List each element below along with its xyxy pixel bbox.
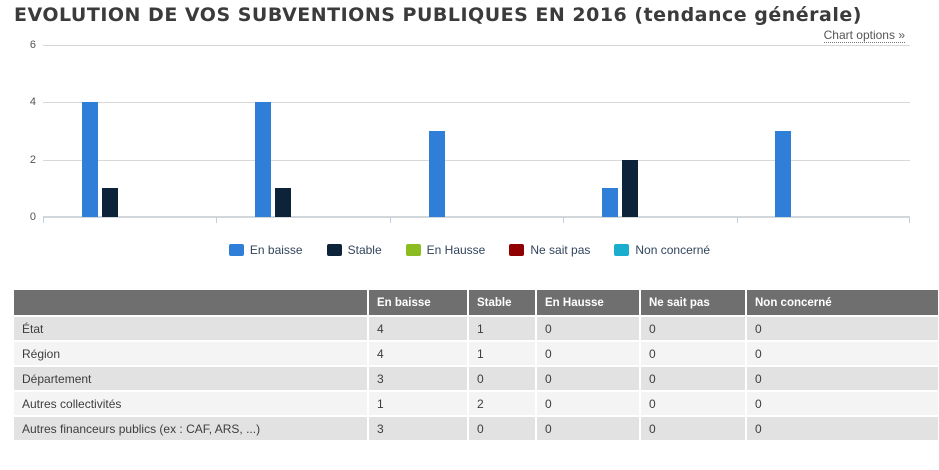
chart-legend: En baisse Stable En Hausse Ne sait pas Non c…: [0, 243, 939, 257]
legend-label: Stable: [347, 243, 382, 257]
legend-label: En Hausse: [426, 243, 486, 257]
row-label: État: [14, 315, 369, 340]
legend-label: Non concerné: [635, 243, 711, 257]
table-row: Région 4 1 0 0 0: [14, 340, 938, 365]
gridline-y-2: [43, 159, 910, 161]
x-axis-tick: [909, 217, 910, 223]
row-value: 2: [469, 390, 537, 415]
table-header-cell-empty: [14, 290, 369, 315]
bar-stable-1: [101, 188, 118, 217]
legend-swatch-icon: [326, 244, 342, 256]
bar-en-baisse-5: [775, 131, 792, 217]
table-header-row: En baisse Stable En Hausse Ne sait pas Non c…: [14, 290, 938, 315]
table-header-cell: En Hausse: [537, 290, 641, 315]
x-axis-tick: [390, 217, 391, 223]
row-value: 0: [537, 390, 641, 415]
y-axis-label-2: 2: [29, 153, 36, 166]
bar-en-baisse-4: [601, 188, 618, 217]
legend-item-ne-sait-pas[interactable]: Ne sait pas: [509, 243, 590, 257]
row-value: 3: [369, 365, 469, 390]
row-value: 0: [747, 340, 938, 365]
row-value: 0: [537, 340, 641, 365]
bar-en-baisse-2: [255, 102, 272, 217]
row-label: Région: [14, 340, 369, 365]
row-value: 0: [537, 415, 641, 440]
table-header-cell: Non concerné: [747, 290, 938, 315]
table-row: Autres collectivités 1 2 0 0 0: [14, 390, 938, 415]
table-body: État 4 1 0 0 0 Région 4 1 0 0 0 Département 3 0 0 0 0 Autr…: [14, 315, 938, 440]
y-axis-label-6: 6: [29, 39, 36, 51]
row-value: 0: [747, 390, 938, 415]
row-value: 0: [469, 415, 537, 440]
row-value: 4: [369, 315, 469, 340]
x-axis-tick: [43, 217, 44, 223]
bar-en-baisse-1: [81, 102, 98, 217]
x-axis-tick: [563, 217, 564, 223]
legend-swatch-icon: [614, 244, 630, 256]
row-value: 3: [369, 415, 469, 440]
legend-swatch-icon: [509, 244, 525, 256]
table-row: Autres financeurs publics (ex : CAF, ARS…: [14, 415, 938, 440]
table-header-cell: Ne sait pas: [641, 290, 747, 315]
legend-item-en-hausse[interactable]: En Hausse: [405, 243, 486, 257]
legend-item-en-baisse[interactable]: En baisse: [228, 243, 303, 257]
x-axis-tick: [216, 217, 217, 223]
bar-chart: 6 4 2 0 En baisse Stable En Hausse Ne sait pas…: [0, 39, 939, 257]
row-value: 0: [747, 315, 938, 340]
results-table-wrap: En baisse Stable En Hausse Ne sait pas Non c…: [14, 290, 938, 440]
legend-item-stable[interactable]: Stable: [326, 243, 382, 257]
row-value: 0: [641, 340, 747, 365]
legend-swatch-icon: [405, 244, 421, 256]
page-title: EVOLUTION DE VOS SUBVENTIONS PUBLIQUES E…: [14, 4, 862, 26]
table-row: Département 3 0 0 0 0: [14, 365, 938, 390]
bar-stable-2: [275, 188, 292, 217]
row-value: 0: [537, 365, 641, 390]
table-header: En baisse Stable En Hausse Ne sait pas Non c…: [14, 290, 938, 315]
bar-stable-4: [621, 159, 638, 217]
row-label: Autres financeurs publics (ex : CAF, ARS…: [14, 415, 369, 440]
y-axis-label-0: 0: [29, 211, 36, 223]
row-value: 0: [469, 365, 537, 390]
legend-item-non-concerné[interactable]: Non concerné: [614, 243, 710, 257]
row-label: Autres collectivités: [14, 390, 369, 415]
row-value: 0: [641, 390, 747, 415]
results-table: En baisse Stable En Hausse Ne sait pas Non c…: [14, 290, 938, 440]
row-value: 1: [469, 340, 537, 365]
row-value: 0: [641, 365, 747, 390]
row-value: 1: [369, 390, 469, 415]
plot-area: 6 4 2 0: [30, 39, 910, 223]
legend-label: Ne sait pas: [530, 243, 591, 257]
row-value: 0: [641, 315, 747, 340]
row-value: 0: [537, 315, 641, 340]
row-value: 4: [369, 340, 469, 365]
legend-swatch-icon: [228, 244, 244, 256]
gridline-y-6: [43, 45, 910, 46]
table-header-cell: Stable: [469, 290, 537, 315]
row-value: 0: [747, 415, 938, 440]
row-value: 0: [747, 365, 938, 390]
legend-label: En baisse: [249, 243, 303, 257]
gridline-y-4: [43, 102, 910, 104]
y-axis-label-4: 4: [29, 96, 36, 109]
table-row: État 4 1 0 0 0: [14, 315, 938, 340]
chart-options-link[interactable]: Chart options »: [823, 28, 905, 43]
x-axis-line: [43, 216, 910, 218]
bar-en-baisse-3: [428, 131, 445, 217]
x-axis-tick: [737, 217, 738, 223]
row-value: 1: [469, 315, 537, 340]
row-value: 0: [641, 415, 747, 440]
table-header-cell: En baisse: [369, 290, 469, 315]
row-label: Département: [14, 365, 369, 390]
